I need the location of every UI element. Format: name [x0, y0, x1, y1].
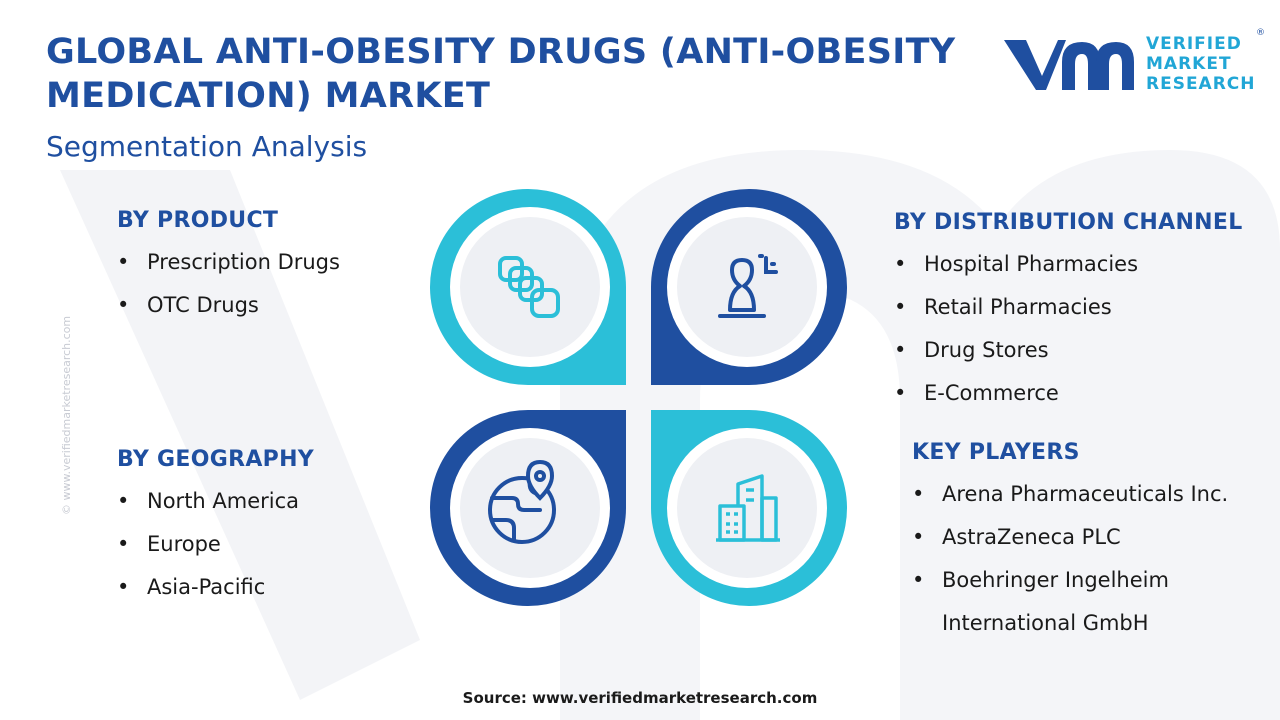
logo-line-2: MARKET	[1146, 54, 1232, 74]
petal-bottom-right	[651, 409, 847, 606]
list-item: Hospital Pharmacies	[894, 243, 1243, 286]
list-item: OTC Drugs	[117, 284, 340, 327]
list-item: Asia-Pacific	[117, 566, 314, 609]
segment-heading: BY DISTRIBUTION CHANNEL	[894, 210, 1243, 235]
registered-mark: ®	[1256, 28, 1265, 38]
list-item: North America	[117, 480, 314, 523]
vmr-logo-mark	[1004, 40, 1134, 90]
list-item: Europe	[117, 523, 314, 566]
segment-heading: BY GEOGRAPHY	[117, 447, 315, 472]
page-subtitle: Segmentation Analysis	[46, 130, 368, 163]
segment-list: Arena Pharmaceuticals Inc. AstraZeneca P…	[912, 473, 1242, 645]
source-credit: Source: www.verifiedmarketresearch.com	[462, 689, 818, 707]
petal-top-right	[651, 189, 847, 386]
segment-by-product: BY PRODUCT Prescription Drugs OTC Drugs	[117, 208, 340, 327]
capsules-icon	[498, 256, 560, 318]
segment-list: Prescription Drugs OTC Drugs	[117, 241, 340, 327]
buildings-icon	[716, 474, 780, 542]
segment-by-geography: BY GEOGRAPHY North America Europe Asia-P…	[117, 447, 314, 609]
logo-line-1: VERIFIED	[1146, 34, 1242, 54]
user-analytics-icon	[718, 254, 778, 318]
list-item: Prescription Drugs	[117, 241, 340, 284]
segment-heading: BY PRODUCT	[117, 208, 279, 233]
page-title: GLOBAL ANTI-OBESITY DRUGS (ANTI-OBESITY …	[46, 32, 956, 116]
logo-line-3: RESEARCH	[1146, 74, 1256, 94]
segment-list: Hospital Pharmacies Retail Pharmacies Dr…	[894, 243, 1243, 415]
petal-top-left	[430, 189, 626, 386]
list-item: Retail Pharmacies	[894, 286, 1243, 329]
globe-location-icon	[488, 459, 556, 544]
segment-key-players: KEY PLAYERS Arena Pharmaceuticals Inc. A…	[912, 440, 1242, 645]
side-watermark: © www.verifiedmarketresearch.com	[60, 315, 73, 515]
list-item: E-Commerce	[894, 372, 1243, 415]
petal-bottom-left	[430, 409, 626, 606]
vmr-logo: VERIFIED MARKET RESEARCH ®	[1000, 28, 1270, 98]
logo-wordmark: VERIFIED MARKET RESEARCH	[1146, 34, 1256, 94]
segment-list: North America Europe Asia-Pacific	[117, 480, 314, 609]
list-item: Boehringer Ingelheim International GmbH	[912, 559, 1242, 645]
segment-heading: KEY PLAYERS	[912, 440, 1080, 465]
segmentation-diagram	[430, 189, 847, 606]
list-item: AstraZeneca PLC	[912, 516, 1242, 559]
segment-by-distribution-channel: BY DISTRIBUTION CHANNEL Hospital Pharmac…	[894, 210, 1243, 415]
list-item: Drug Stores	[894, 329, 1243, 372]
list-item: Arena Pharmaceuticals Inc.	[912, 473, 1242, 516]
